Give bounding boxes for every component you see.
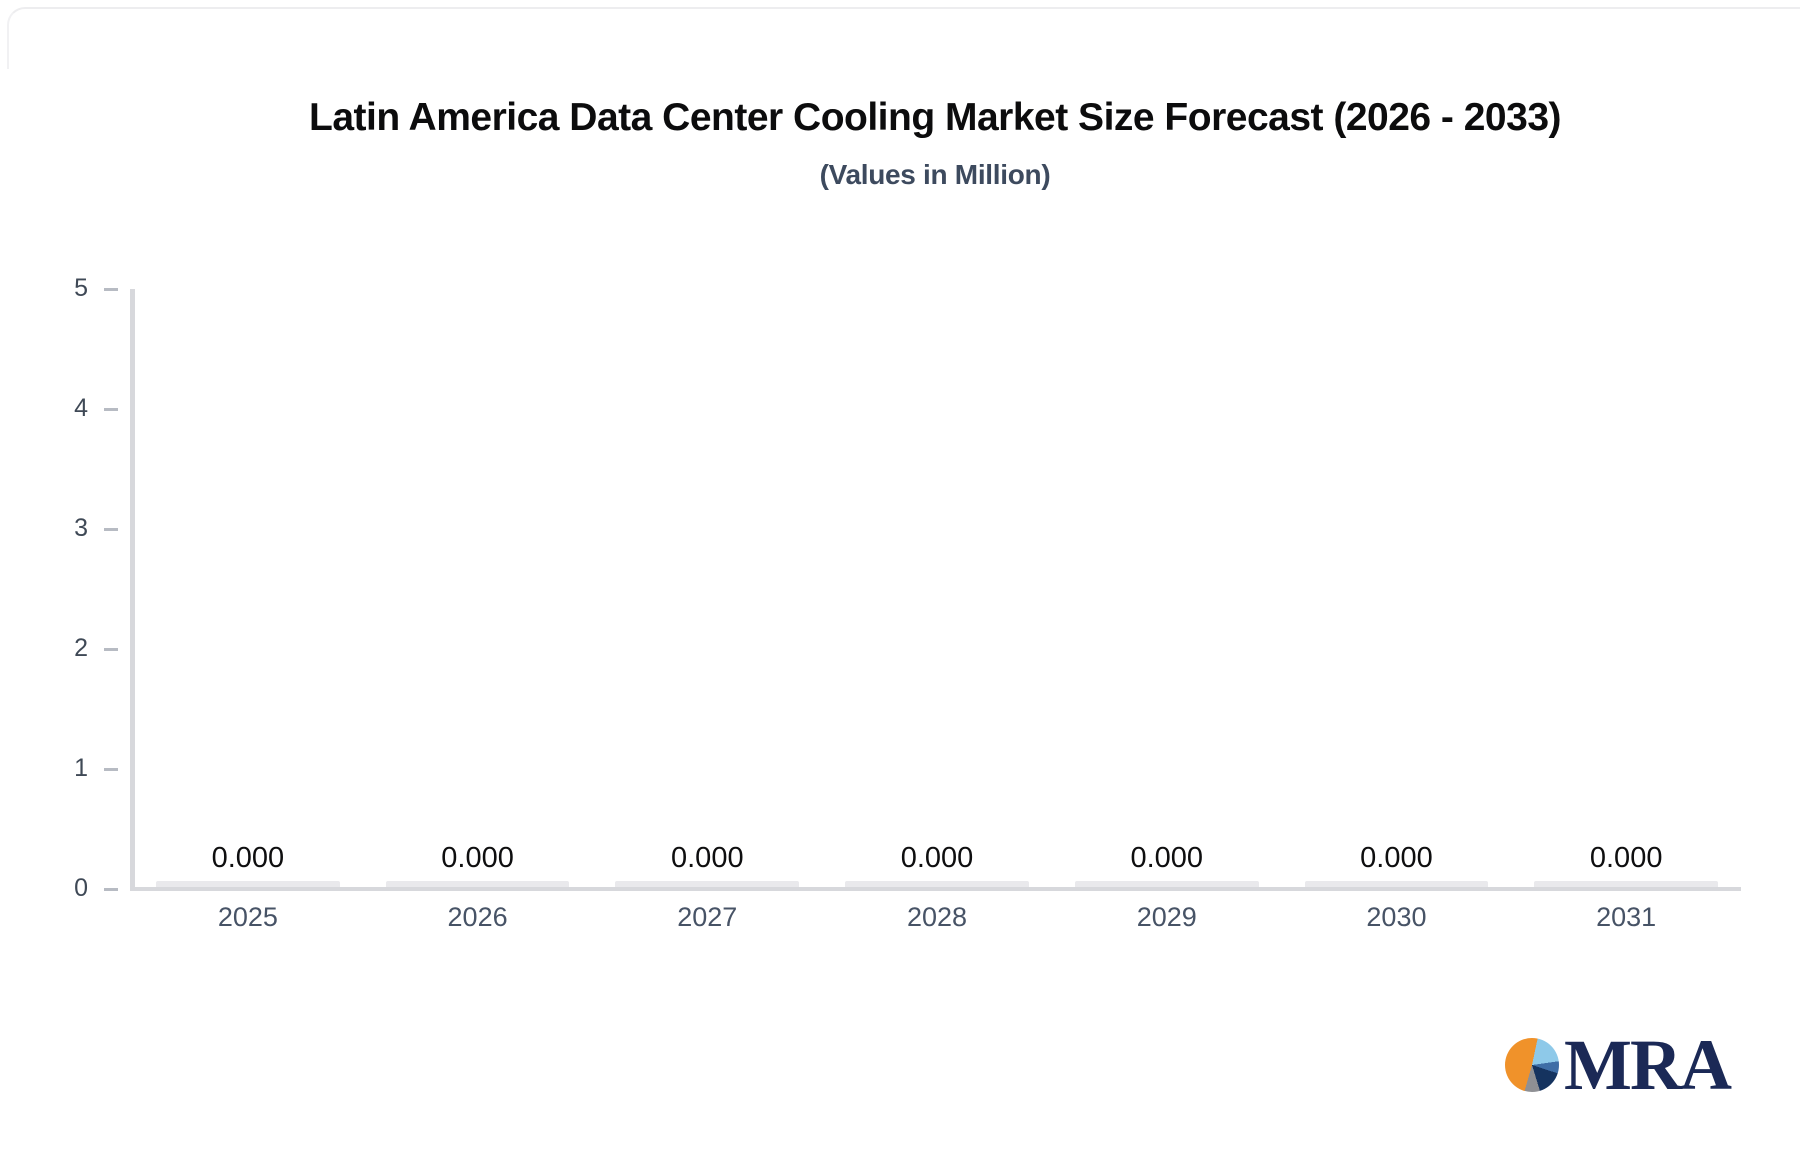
x-axis-label: 2030 bbox=[1366, 902, 1427, 932]
bar-2027 bbox=[615, 881, 800, 887]
chart-header: Latin America Data Center Cooling Market… bbox=[131, 96, 1739, 191]
bar-value-label: 0.000 bbox=[1360, 842, 1433, 874]
y-tick-label: 4 bbox=[74, 393, 88, 422]
y-tick-mark bbox=[104, 407, 118, 411]
y-tick-label: 0 bbox=[74, 873, 88, 902]
bar-column-2026: 0.000 2026 bbox=[363, 289, 593, 932]
x-axis-label: 2026 bbox=[447, 902, 508, 932]
y-tick-label: 5 bbox=[74, 273, 88, 302]
chart-title: Latin America Data Center Cooling Market… bbox=[309, 96, 1562, 139]
bar-2026 bbox=[385, 881, 570, 887]
x-axis-line bbox=[130, 887, 1741, 891]
bar-column-2027: 0.000 2027 bbox=[592, 289, 822, 932]
bar-value-label: 0.000 bbox=[671, 842, 744, 874]
bar-value-label: 0.000 bbox=[441, 842, 514, 874]
y-tick-mark bbox=[104, 527, 118, 531]
bar-2029 bbox=[1074, 881, 1259, 887]
bar-value-label: 0.000 bbox=[900, 842, 974, 874]
x-axis-label: 2029 bbox=[1136, 902, 1197, 932]
bar-column-2030: 0.000 2030 bbox=[1282, 289, 1512, 932]
chart-subtitle: (Values in Million) bbox=[819, 158, 1051, 190]
bar-column-2029: 0.000 2029 bbox=[1052, 289, 1282, 932]
x-axis-label: 2025 bbox=[217, 902, 278, 932]
pie-chart-logo-icon bbox=[1505, 1038, 1559, 1092]
mra-logo: MRA bbox=[1505, 1025, 1732, 1105]
y-axis-line bbox=[130, 289, 135, 891]
bar-2031 bbox=[1534, 881, 1719, 887]
y-tick-label: 2 bbox=[74, 633, 88, 662]
bar-value-label: 0.000 bbox=[1589, 842, 1663, 874]
bar-2028 bbox=[845, 881, 1029, 887]
x-axis-label: 2028 bbox=[906, 902, 968, 932]
plot-area: 5 4 3 2 1 0 0.000 2025 bbox=[74, 274, 1741, 932]
y-tick-label: 1 bbox=[74, 753, 88, 782]
bar-column-2028: 0.000 2028 bbox=[822, 289, 1052, 932]
bar-2030 bbox=[1304, 881, 1489, 887]
bar-column-2025: 0.000 2025 bbox=[133, 289, 363, 932]
bar-column-2031: 0.000 2031 bbox=[1511, 289, 1741, 932]
bar-2025 bbox=[155, 881, 340, 887]
x-axis-label: 2031 bbox=[1596, 902, 1657, 932]
y-tick-label: 3 bbox=[74, 513, 88, 542]
mra-logo-text: MRA bbox=[1564, 1025, 1732, 1105]
bar-value-label: 0.000 bbox=[211, 842, 285, 874]
y-tick-mark bbox=[104, 767, 118, 771]
y-tick-mark bbox=[104, 287, 118, 291]
y-tick-mark bbox=[104, 647, 118, 651]
window-edge bbox=[7, 7, 1800, 69]
x-axis-label: 2027 bbox=[677, 902, 738, 932]
y-tick-mark bbox=[104, 887, 118, 891]
bar-columns: 0.000 2025 0.000 2026 0.000 2027 0.000 2… bbox=[133, 289, 1741, 932]
bar-value-label: 0.000 bbox=[1130, 842, 1204, 874]
